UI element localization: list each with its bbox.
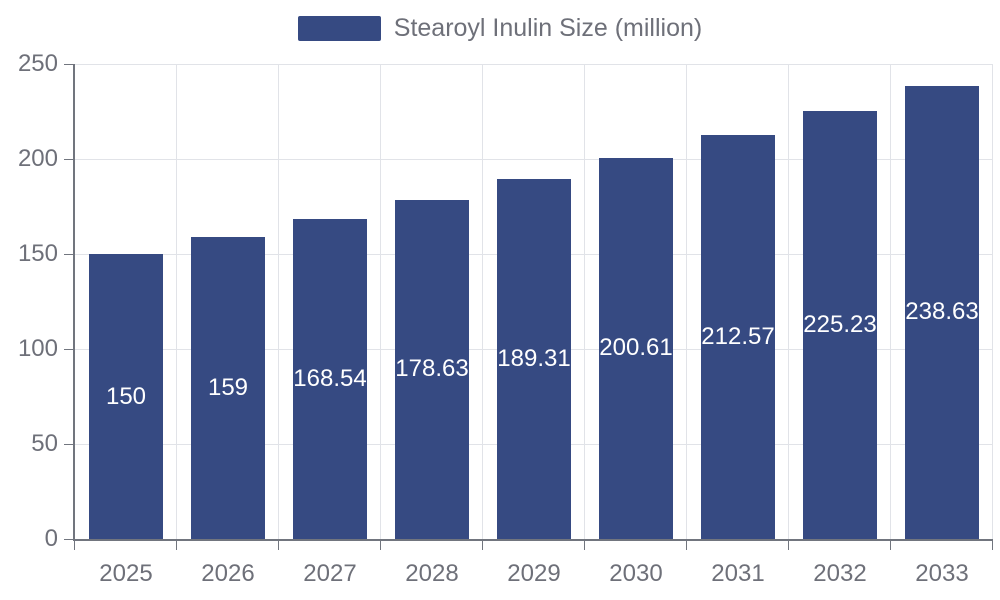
v-gridline — [992, 64, 993, 539]
y-axis-label-200: 200 — [17, 145, 58, 172]
x-axis-label-2025: 2025 — [99, 560, 153, 587]
bar-2030[interactable]: 200.61 — [599, 157, 673, 539]
bar-2028[interactable]: 178.63 — [395, 199, 469, 539]
bar-value-label: 225.23 — [803, 311, 877, 339]
plot-area: 150 159 168.54 178.63 189.31 200.61 212.57 225.… — [73, 64, 993, 541]
bar-value-label: 200.61 — [599, 334, 673, 362]
x-tick-mark — [74, 541, 75, 550]
x-axis-label-2028: 2028 — [405, 560, 459, 587]
bar-2033[interactable]: 238.63 — [905, 85, 979, 539]
y-axis-label-0: 0 — [44, 525, 58, 552]
v-gridline — [380, 64, 381, 539]
y-tick-mark — [64, 444, 73, 445]
legend: Stearoyl Inulin Size (million) — [0, 16, 1000, 41]
x-axis-label-2032: 2032 — [813, 560, 867, 587]
y-axis-label-150: 150 — [17, 240, 58, 267]
bar-2027[interactable]: 168.54 — [293, 218, 367, 539]
x-tick-mark — [380, 541, 381, 550]
y-tick-mark — [64, 254, 73, 255]
x-axis-label-2027: 2027 — [303, 560, 357, 587]
x-tick-mark — [992, 541, 993, 550]
x-axis-label-2031: 2031 — [711, 560, 765, 587]
x-tick-mark — [686, 541, 687, 550]
legend-item[interactable]: Stearoyl Inulin Size (million) — [297, 14, 703, 42]
y-axis-label-250: 250 — [17, 50, 58, 77]
y-axis-label-50: 50 — [31, 430, 58, 457]
legend-label: Stearoyl Inulin Size (million) — [393, 14, 703, 42]
bar-2031[interactable]: 212.57 — [701, 135, 775, 539]
v-gridline — [482, 64, 483, 539]
x-tick-mark — [890, 541, 891, 550]
x-tick-mark — [278, 541, 279, 550]
v-gridline — [686, 64, 687, 539]
y-axis-label-100: 100 — [17, 335, 58, 362]
bar-2025[interactable]: 150 — [89, 254, 163, 539]
v-gridline — [890, 64, 891, 539]
bar-value-label: 178.63 — [395, 355, 469, 383]
bar-2029[interactable]: 189.31 — [497, 179, 571, 539]
x-tick-mark — [482, 541, 483, 550]
bar-2026[interactable]: 159 — [191, 236, 265, 539]
x-tick-mark — [584, 541, 585, 550]
y-tick-mark — [64, 64, 73, 65]
bar-value-label: 159 — [207, 373, 249, 401]
bar-value-label: 168.54 — [293, 364, 367, 392]
bar-value-label: 212.57 — [701, 323, 775, 351]
v-gridline — [788, 64, 789, 539]
bar-value-label: 150 — [105, 382, 147, 410]
bar-value-label: 238.63 — [905, 298, 979, 326]
bar-2032[interactable]: 225.23 — [803, 111, 877, 539]
h-gridline — [75, 159, 993, 160]
v-gridline — [584, 64, 585, 539]
h-gridline — [75, 64, 993, 65]
x-tick-mark — [788, 541, 789, 550]
x-axis-label-2026: 2026 — [201, 560, 255, 587]
x-axis-label-2033: 2033 — [915, 560, 969, 587]
v-gridline — [176, 64, 177, 539]
y-tick-mark — [64, 159, 73, 160]
bar-value-label: 189.31 — [497, 345, 571, 373]
x-axis-label-2029: 2029 — [507, 560, 561, 587]
x-tick-mark — [176, 541, 177, 550]
x-axis-label-2030: 2030 — [609, 560, 663, 587]
legend-swatch — [297, 16, 381, 41]
y-tick-mark — [64, 349, 73, 350]
v-gridline — [278, 64, 279, 539]
y-tick-mark — [64, 539, 73, 540]
